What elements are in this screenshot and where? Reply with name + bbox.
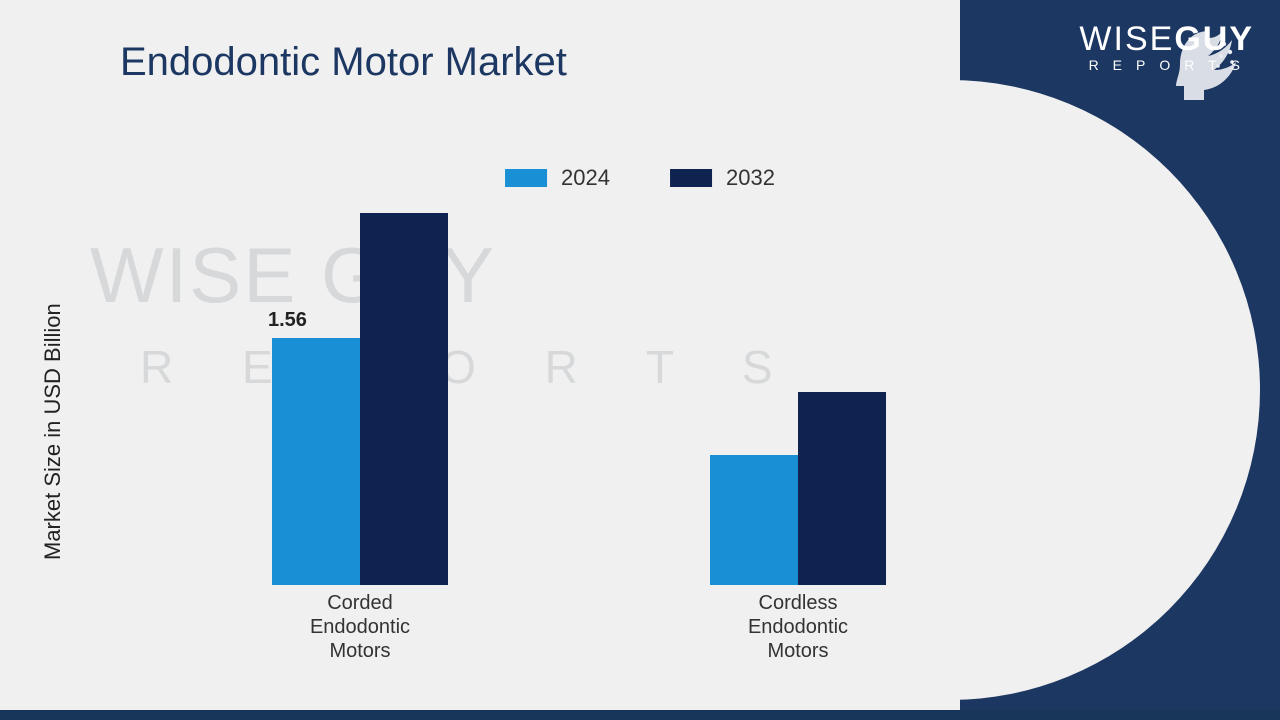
brand-head-icon — [1174, 26, 1244, 106]
bar — [360, 213, 448, 585]
legend-label: 2024 — [561, 165, 610, 191]
bar-group: CordedEndodonticMotors1.56 — [272, 213, 448, 585]
legend-label: 2032 — [726, 165, 775, 191]
legend-item: 2024 — [505, 165, 610, 191]
legend-swatch — [670, 169, 712, 187]
legend-item: 2032 — [670, 165, 775, 191]
bottom-accent-bar — [0, 710, 1280, 720]
bar — [272, 338, 360, 585]
value-label: 1.56 — [268, 309, 307, 332]
chart-legend: 2024 2032 — [505, 165, 775, 191]
category-label: CordlessEndodonticMotors — [708, 591, 888, 663]
bar — [710, 455, 798, 585]
legend-swatch — [505, 169, 547, 187]
bar — [798, 392, 886, 585]
chart-stage: WISE GUY R E P O R T S Endodontic Motor … — [0, 0, 1280, 720]
chart-title: Endodontic Motor Market — [120, 40, 567, 85]
bar-group: CordlessEndodonticMotors — [710, 392, 886, 585]
category-label: CordedEndodonticMotors — [270, 591, 450, 663]
right-dark-panel — [960, 0, 1280, 720]
brand-logo-word1: WISE — [1079, 20, 1174, 58]
y-axis-label: Market Size in USD Billion — [40, 303, 66, 560]
brand-logo: WISEGUY REPORTS — [1079, 20, 1254, 73]
chart-plot-area: CordedEndodonticMotors1.56 CordlessEndodo… — [190, 205, 960, 585]
